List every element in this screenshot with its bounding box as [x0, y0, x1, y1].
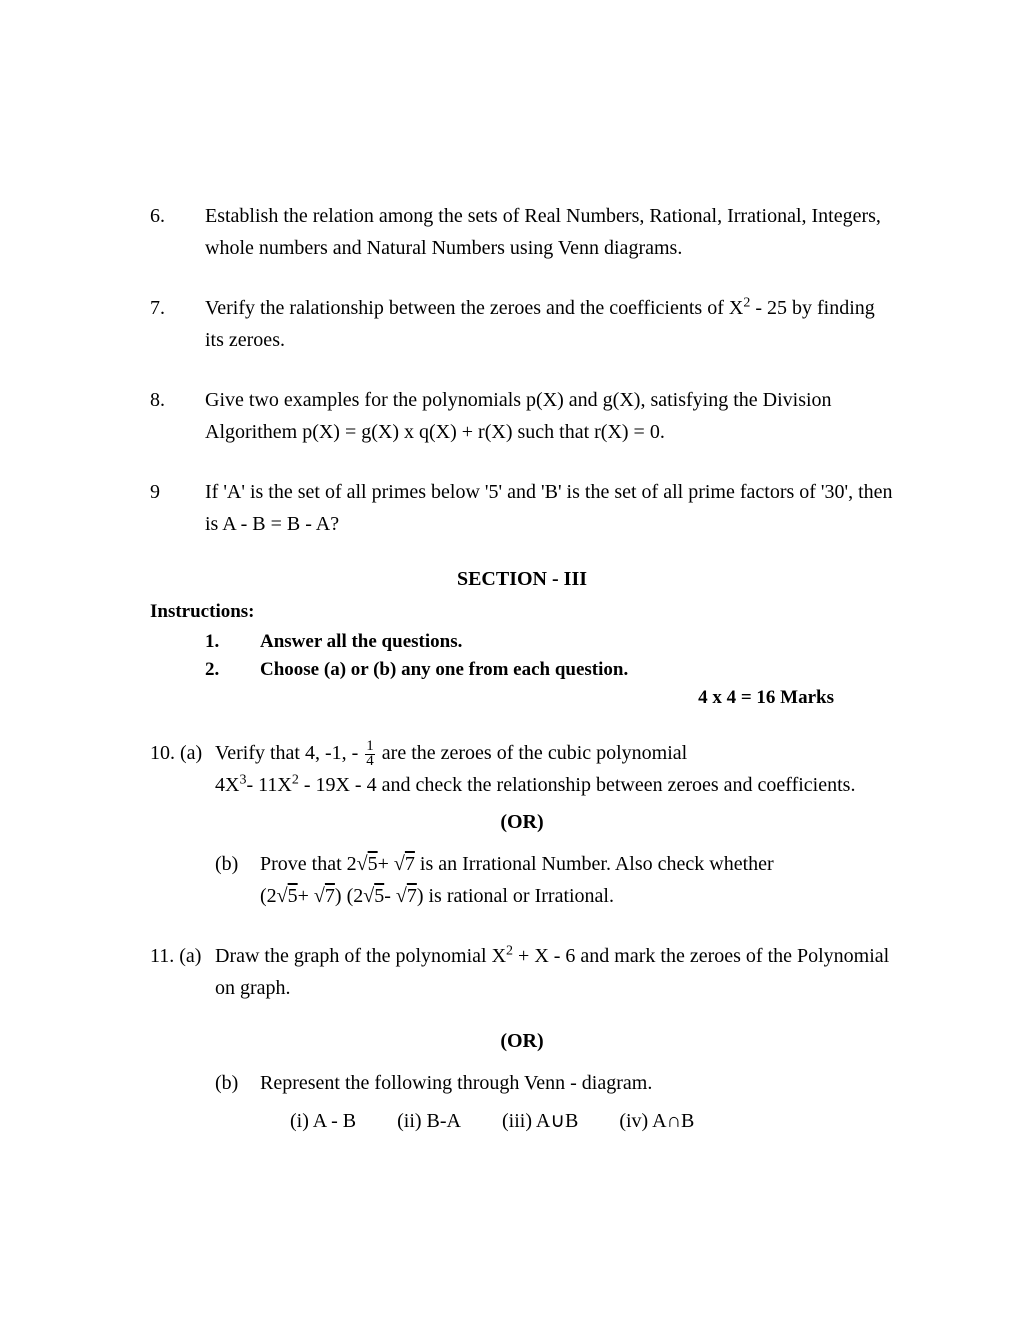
sub-item: (i) A - B [290, 1110, 356, 1132]
sub-item-list: (i) A - B (ii) B-A (iii) A∪B (iv) A∩B [290, 1105, 894, 1137]
text-part: Verify the ralationship between the zero… [205, 297, 743, 319]
instruction-1: 1. Answer all the questions. [205, 631, 894, 653]
question-text: Draw the graph of the polynomial X2 + X … [215, 940, 894, 1004]
question-number: 11. (a) [150, 940, 215, 1004]
text-part: are the zeroes of the cubic polynomial [382, 742, 687, 764]
question-text: Prove that 2√5+ √7 is an Irrational Numb… [260, 848, 894, 912]
or-separator: (OR) [150, 1030, 894, 1053]
sub-item: (iii) A∪B [502, 1110, 578, 1132]
radicand: 5 [374, 885, 384, 907]
question-8: 8. Give two examples for the polynomials… [150, 384, 894, 448]
question-text: If 'A' is the set of all primes below '5… [205, 476, 894, 540]
question-spacer [150, 848, 215, 912]
text-part: Draw the graph of the polynomial X [215, 945, 506, 967]
instruction-number: 2. [205, 659, 260, 681]
radicand: 7 [407, 885, 417, 907]
page-content: 6. Establish the relation among the sets… [0, 0, 1024, 1227]
question-10b: (b) Prove that 2√5+ √7 is an Irrational … [150, 848, 894, 912]
text-part: Verify that 4, -1, - [215, 742, 358, 764]
superscript: 2 [506, 943, 513, 958]
text-part: - 19X - 4 and check the relationship bet… [299, 774, 856, 796]
question-10a: 10. (a) Verify that 4, -1, - 14 are the … [150, 737, 894, 801]
question-spacer [150, 1067, 215, 1137]
instruction-text: Answer all the questions. [260, 631, 462, 653]
fraction-denominator: 4 [365, 755, 375, 769]
question-text: Represent the following through Venn - d… [260, 1067, 894, 1137]
text-part: + √ [378, 853, 405, 875]
question-alpha: (b) [215, 1067, 260, 1137]
or-separator: (OR) [150, 811, 894, 834]
question-text: Verify the ralationship between the zero… [205, 292, 894, 356]
text-part: - 11X [246, 774, 291, 796]
text-part: Prove that 2√ [260, 853, 368, 875]
spacer [150, 922, 894, 940]
text-part: Represent the following through Venn - d… [260, 1072, 652, 1094]
section-title: SECTION - III [150, 568, 894, 591]
text-part: + √ [298, 885, 325, 907]
question-number: 7. [150, 292, 205, 356]
question-number: 9 [150, 476, 205, 540]
radicand: 7 [405, 853, 415, 875]
instruction-text: Choose (a) or (b) any one from each ques… [260, 659, 628, 681]
question-number: 10. (a) [150, 737, 215, 801]
radicand: 5 [288, 885, 298, 907]
text-part: is an Irrational Number. Also check whet… [415, 853, 774, 875]
text-part: 4X [215, 774, 239, 796]
sub-item: (ii) B-A [397, 1110, 461, 1132]
question-7: 7. Verify the ralationship between the z… [150, 292, 894, 356]
question-11a: 11. (a) Draw the graph of the polynomial… [150, 940, 894, 1004]
text-part: ) is rational or Irrational. [417, 885, 614, 907]
question-text: Establish the relation among the sets of… [205, 200, 894, 264]
radicand: 7 [325, 885, 335, 907]
text-part: ) (2√ [335, 885, 374, 907]
instruction-number: 1. [205, 631, 260, 653]
question-9: 9 If 'A' is the set of all primes below … [150, 476, 894, 540]
text-part: - √ [384, 885, 407, 907]
spacer [150, 1014, 894, 1024]
fraction: 14 [365, 740, 375, 768]
question-text: Verify that 4, -1, - 14 are the zeroes o… [215, 737, 894, 801]
question-text: Give two examples for the polynomials p(… [205, 384, 894, 448]
question-6: 6. Establish the relation among the sets… [150, 200, 894, 264]
question-11b: (b) Represent the following through Venn… [150, 1067, 894, 1137]
instructions-label: Instructions: [150, 601, 894, 623]
question-number: 6. [150, 200, 205, 264]
sub-item: (iv) A∩B [619, 1110, 694, 1132]
question-number: 8. [150, 384, 205, 448]
marks-label: 4 x 4 = 16 Marks [150, 687, 894, 709]
text-part: (2√ [260, 885, 288, 907]
question-alpha: (b) [215, 848, 260, 912]
instruction-2: 2. Choose (a) or (b) any one from each q… [205, 659, 894, 681]
radicand: 5 [368, 853, 378, 875]
superscript: 2 [292, 772, 299, 787]
